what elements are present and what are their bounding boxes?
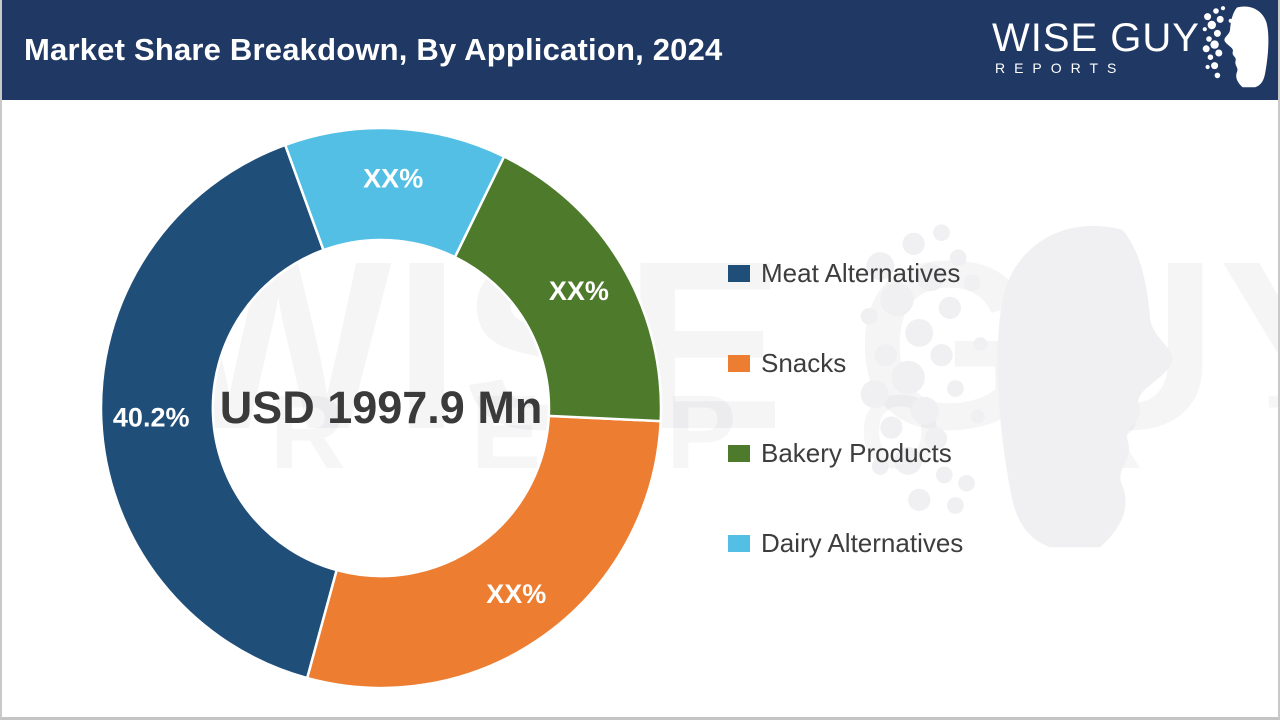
legend-item-snacks: Snacks (728, 346, 963, 380)
donut-slice-meat-alternatives (99, 143, 339, 680)
brand-face-icon (1202, 6, 1269, 88)
brand-name: WISE GUY (991, 15, 1200, 60)
brand-logo-text: WISE GUY REPORTS (992, 17, 1200, 76)
legend-swatch-meat-alternatives (728, 264, 750, 282)
page-title: Market Share Breakdown, By Application, … (24, 32, 723, 67)
slice-value-label: XX% (363, 163, 423, 193)
donut-slice-snacks (305, 414, 663, 690)
legend-item-dairy-alternatives: Dairy Alternatives (728, 526, 963, 560)
donut-slice-bakery-products (453, 154, 663, 423)
legend-label: Dairy Alternatives (761, 528, 964, 558)
chart-legend: Meat Alternatives Snacks Bakery Products… (728, 256, 963, 616)
legend-item-meat-alternatives: Meat Alternatives (728, 256, 963, 290)
header-bar: Market Share Breakdown, By Application, … (0, 0, 1280, 100)
slice-value-label: 40.2% (113, 403, 190, 433)
legend-label: Bakery Products (761, 438, 952, 468)
donut-slice-dairy-alternatives (283, 126, 506, 259)
slice-value-label: XX% (549, 276, 609, 306)
chart-center-value: USD 1997.9 Mn (219, 382, 543, 433)
legend-item-bakery-products: Bakery Products (728, 436, 963, 470)
brand-subname: REPORTS (994, 59, 1126, 76)
legend-label: Meat Alternatives (761, 258, 961, 288)
legend-swatch-snacks (728, 354, 750, 372)
legend-swatch-dairy-alternatives (728, 534, 750, 552)
slice-value-label: XX% (486, 579, 546, 609)
legend-label: Snacks (761, 348, 847, 378)
legend-swatch-bakery-products (728, 444, 750, 462)
brand-logo: WISE GUY REPORTS (992, 4, 1272, 88)
